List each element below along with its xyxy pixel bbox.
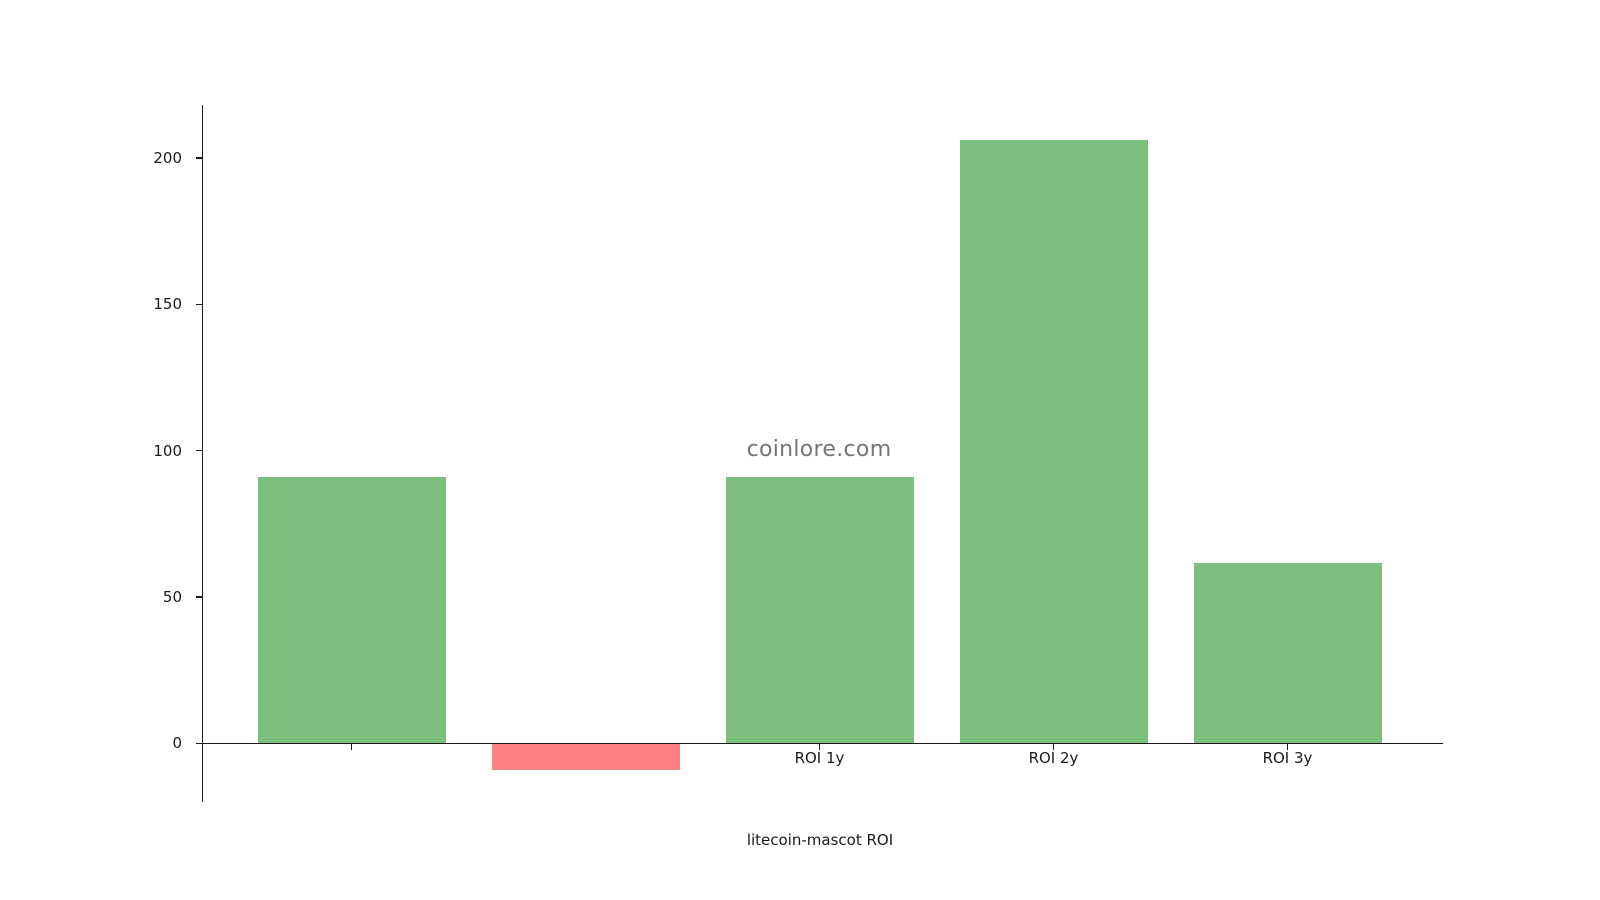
bar-roi-2y [959, 140, 1148, 744]
y-tick-mark [196, 742, 202, 744]
x-tick-mark [1286, 743, 1289, 750]
y-tick-label: 150 [153, 295, 182, 314]
y-axis-line [202, 105, 204, 802]
x-tick-label: ROI 1y [794, 749, 845, 768]
x-tick-label: ROI 2y [1028, 749, 1079, 768]
bar-roi-1y [725, 476, 914, 744]
y-tick-mark [196, 157, 202, 159]
y-tick-label: 200 [153, 148, 182, 167]
y-tick-mark [196, 596, 202, 598]
bar-unlabeled-2 [491, 743, 680, 771]
x-tick-mark [350, 743, 353, 750]
bar-unlabeled-1 [257, 476, 446, 744]
y-tick-label: 0 [172, 734, 182, 753]
x-axis-line [202, 742, 1443, 744]
x-tick-mark [818, 743, 821, 750]
watermark-text: coinlore.com [746, 437, 892, 462]
y-tick-label: 100 [153, 441, 182, 460]
x-tick-mark [1052, 743, 1055, 750]
x-tick-label: ROI 3y [1262, 749, 1313, 768]
x-axis-title: litecoin-mascot ROI [746, 831, 894, 849]
bar-roi-3y [1193, 563, 1382, 744]
y-tick-label: 50 [162, 587, 182, 606]
y-tick-mark [196, 303, 202, 305]
y-tick-mark [196, 449, 202, 452]
